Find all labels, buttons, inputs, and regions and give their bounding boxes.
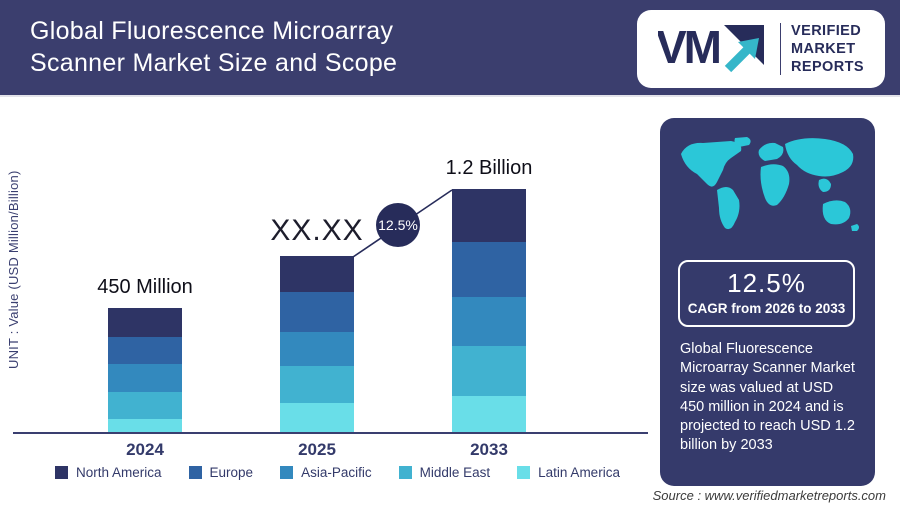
- bar-segment-latin-america: [452, 396, 526, 432]
- legend-swatch: [55, 466, 68, 479]
- logo-word-market: MARKET: [791, 40, 856, 57]
- logo-divider: [780, 23, 782, 75]
- legend-label: Asia-Pacific: [301, 465, 372, 480]
- svg-text:VM: VM: [658, 21, 720, 73]
- legend-item-middle-east: Middle East: [398, 465, 491, 480]
- legend-label: Middle East: [419, 465, 491, 480]
- source-attribution: Source : www.verifiedmarketreports.com: [652, 488, 886, 503]
- bar-segment-latin-america: [280, 403, 354, 432]
- legend-swatch: [398, 466, 412, 479]
- x-axis-tick-2033: 2033: [470, 440, 508, 459]
- bar-segment-middle-east: [280, 366, 354, 403]
- vmr-logo[interactable]: VM VERIFIED MARKET REPORTS: [637, 10, 885, 88]
- bar-segment-north-america: [108, 308, 182, 337]
- bar-value-label: XX.XX: [270, 214, 364, 247]
- legend-swatch: [280, 466, 294, 479]
- chart-legend: North America Europe Asia-Pacific Middle Ea…: [55, 465, 620, 480]
- logo-word-reports: REPORTS: [791, 59, 864, 76]
- bar-segment-latin-america: [108, 419, 182, 432]
- legend-label: Europe: [209, 465, 254, 480]
- page-title-line2: Scanner Market Size and Scope: [30, 49, 398, 77]
- bar-segment-asia-pacific: [452, 297, 526, 346]
- bar-segment-north-america: [280, 256, 354, 292]
- cagr-callout-box: 12.5% CAGR from 2026 to 2033: [678, 260, 855, 327]
- legend-item-europe: Europe: [188, 465, 254, 480]
- world-map-icon: [673, 134, 863, 240]
- legend-label: Latin America: [538, 465, 620, 480]
- vmr-logo-icon: VM: [656, 20, 770, 79]
- legend-item-asia-pacific: Asia-Pacific: [280, 465, 372, 480]
- legend-item-latin-america: Latin America: [517, 465, 620, 480]
- legend-item-north-america: North America: [55, 465, 162, 480]
- bar-segment-europe: [280, 292, 354, 332]
- cagr-label: CAGR from 2026 to 2033: [687, 301, 846, 316]
- bar-segment-europe: [108, 337, 182, 364]
- summary-sidebar: 12.5% CAGR from 2026 to 2033 Global Fluo…: [660, 118, 875, 486]
- bar-segment-asia-pacific: [108, 364, 182, 392]
- bar-segment-north-america: [452, 189, 526, 242]
- legend-swatch: [517, 466, 531, 479]
- page-title: Global Fluorescence Microarray Scanner M…: [30, 15, 397, 79]
- bar-2025: [280, 256, 354, 432]
- x-axis-line: [13, 432, 648, 434]
- logo-word-verified: VERIFIED: [791, 22, 862, 39]
- bar-segment-asia-pacific: [280, 332, 354, 366]
- cagr-value: 12.5%: [727, 268, 806, 298]
- legend-swatch: [188, 466, 202, 479]
- bar-segment-middle-east: [108, 392, 182, 419]
- bar-value-label: 1.2 Billion: [445, 157, 533, 179]
- bar-value-label: 450 Million: [97, 276, 193, 298]
- bar-segment-middle-east: [452, 346, 526, 396]
- market-summary-text: Global Fluorescence Microarray Scanner M…: [680, 341, 855, 454]
- bar-2024: [108, 308, 182, 432]
- page-title-line1: Global Fluorescence Microarray: [30, 17, 394, 45]
- bar-2033: [452, 189, 526, 432]
- x-axis-tick-2024: 2024: [126, 440, 164, 459]
- x-axis-tick-2025: 2025: [298, 440, 336, 459]
- bar-segment-europe: [452, 242, 526, 297]
- legend-label: North America: [76, 465, 162, 480]
- header-banner: Global Fluorescence Microarray Scanner M…: [0, 0, 900, 97]
- logo-wordmark: VERIFIED MARKET REPORTS: [791, 22, 864, 76]
